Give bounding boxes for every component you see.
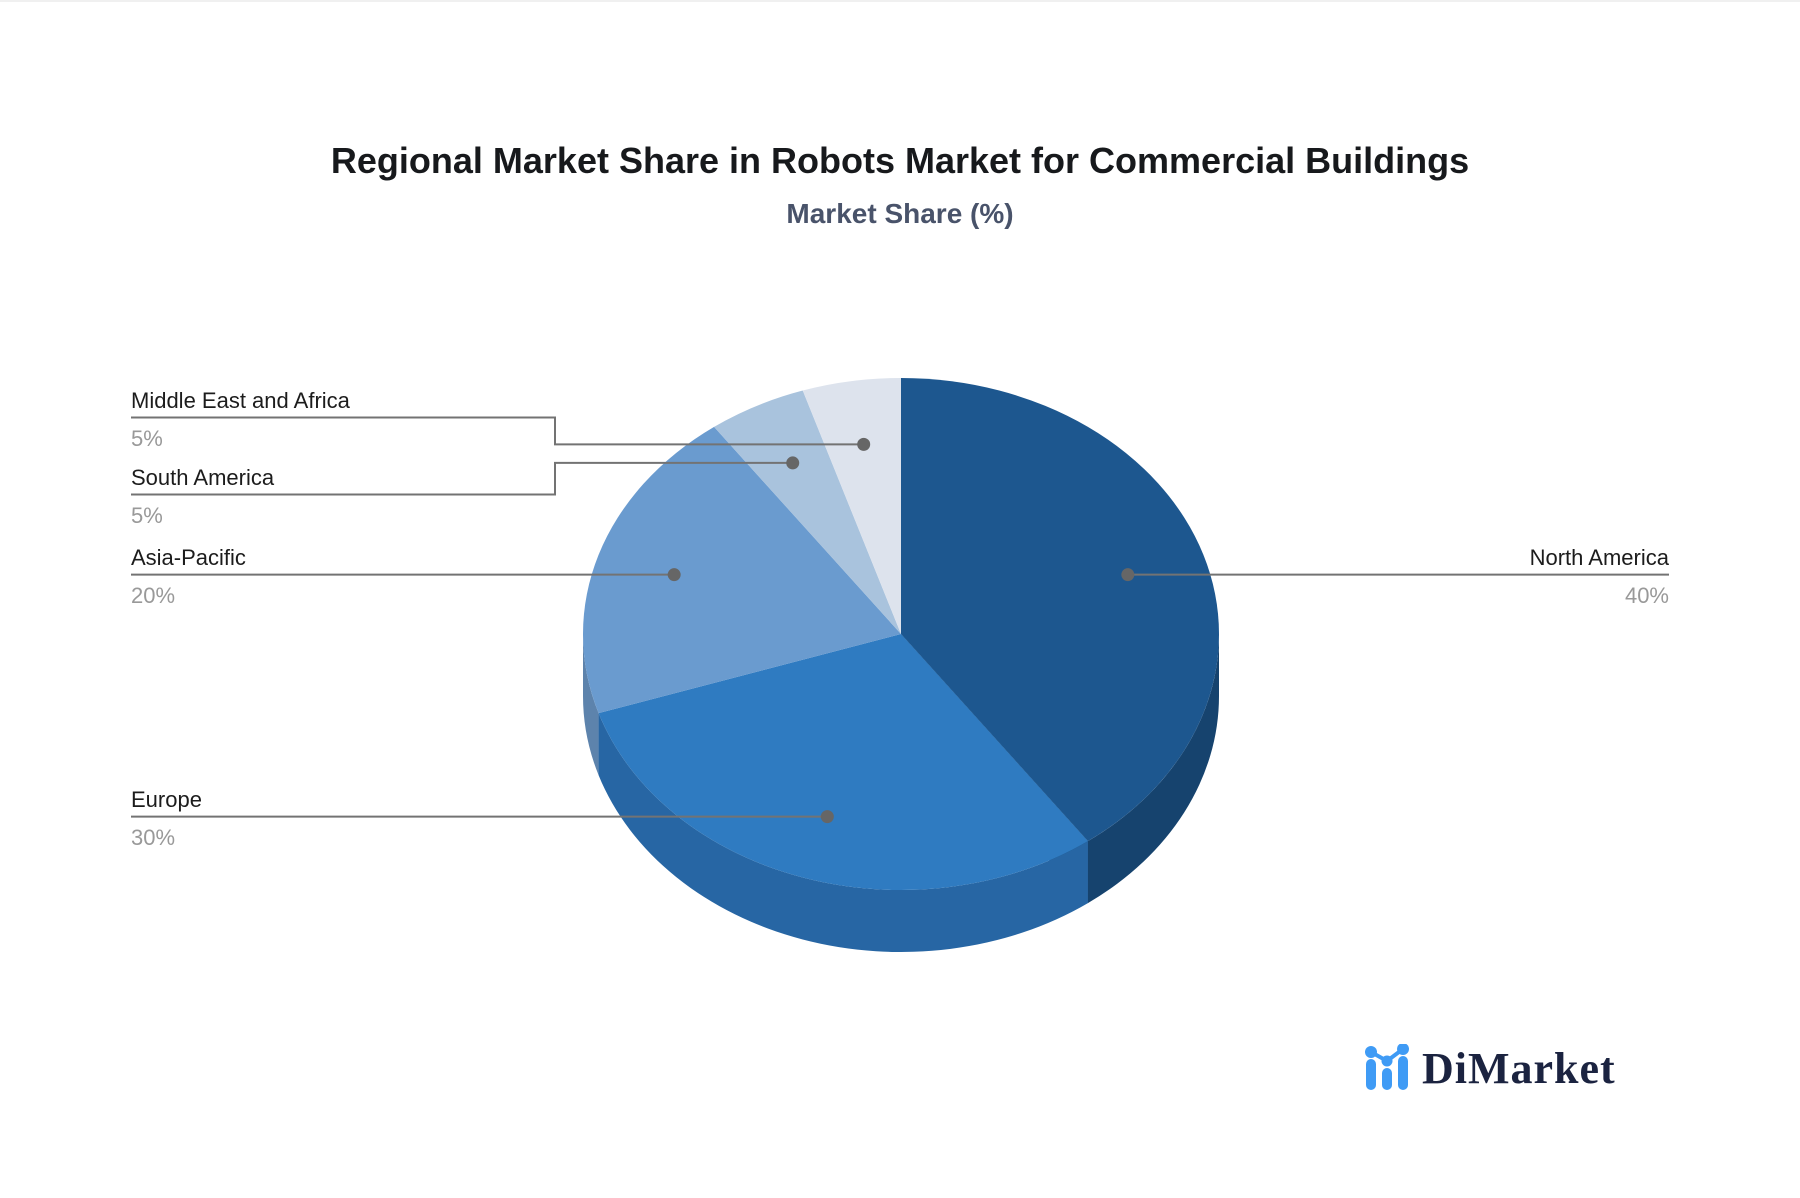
label-connector-dot <box>667 568 681 582</box>
slice-percent: 5% <box>131 503 163 528</box>
slice-percent: 5% <box>131 426 163 451</box>
label-connector-dot <box>857 437 871 451</box>
slice-percent: 20% <box>131 583 176 608</box>
pie-slice-south-america[interactable] <box>714 390 901 634</box>
pie-slice-north-america[interactable] <box>901 378 1219 842</box>
mini-bar-chart-icon <box>1365 1044 1409 1090</box>
logo-text: DiMarket <box>1422 1044 1616 1093</box>
slice-name: Asia-Pacific <box>131 545 246 570</box>
slice-label-europe: Europe 30% <box>131 787 561 851</box>
slice-name: South America <box>131 465 275 490</box>
pie-slice-middle-east-and-africa[interactable] <box>802 378 901 634</box>
chart-subtitle: Market Share (%) <box>786 198 1014 229</box>
label-connector-line <box>131 416 864 446</box>
pie-slice-side-asia-pacific <box>583 634 599 776</box>
slice-name: Europe <box>131 787 202 812</box>
label-connector-dot <box>820 810 834 824</box>
pie-slice-side-north-america <box>1087 634 1219 904</box>
slice-label-middle-east-and-africa: Middle East and Africa 5% <box>131 388 561 452</box>
chart-title: Regional Market Share in Robots Market f… <box>330 140 1470 181</box>
pie-slice-europe[interactable] <box>598 634 1088 890</box>
slice-percent: 30% <box>131 825 176 850</box>
slice-name: Middle East and Africa <box>131 388 350 413</box>
slice-label-asia-pacific: Asia-Pacific 20% <box>131 545 561 609</box>
label-connector-line <box>131 461 793 496</box>
slice-label-north-america: North America 40% <box>1239 545 1669 609</box>
dimarket-logo: DiMarket <box>1364 1038 1616 1094</box>
pie-slice-side-europe <box>598 713 1088 952</box>
label-connector-dot <box>786 456 800 470</box>
slice-percent: 40% <box>1624 583 1669 608</box>
label-connector-dot <box>1121 568 1135 582</box>
slice-name: North America <box>1529 545 1669 570</box>
slice-label-south-america: South America 5% <box>131 465 561 529</box>
pie-slice-asia-pacific[interactable] <box>582 426 901 714</box>
